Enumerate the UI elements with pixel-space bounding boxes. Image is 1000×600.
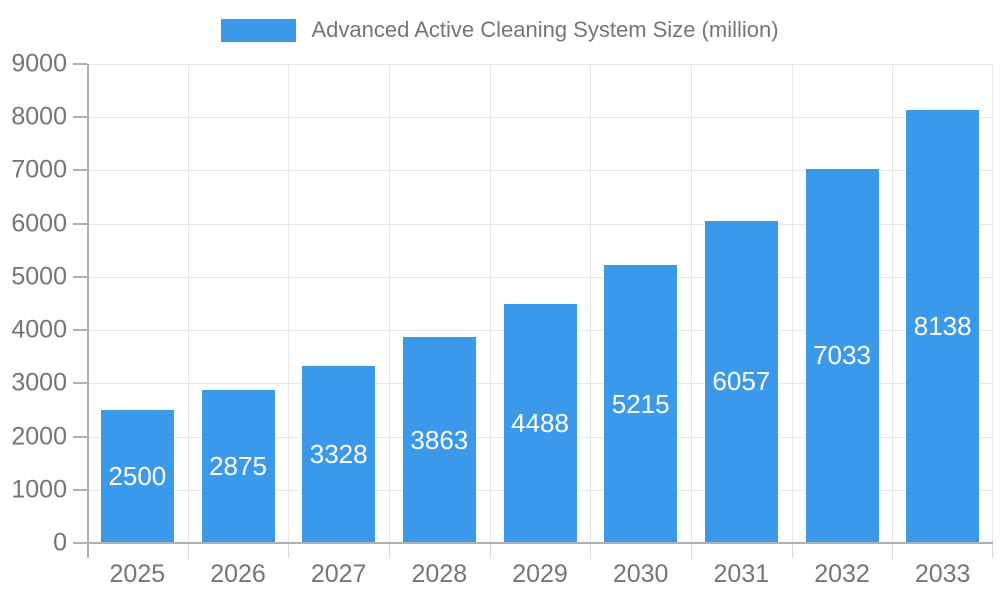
y-gridline bbox=[87, 276, 993, 278]
x-axis-label: 2033 bbox=[914, 560, 971, 588]
bar-value-label: 4488 bbox=[511, 408, 569, 439]
y-gridline bbox=[87, 117, 993, 119]
x-tick bbox=[892, 543, 894, 558]
y-axis-label: 0 bbox=[53, 528, 67, 557]
y-axis-line bbox=[87, 64, 89, 558]
x-tick bbox=[187, 543, 189, 558]
y-tick bbox=[73, 435, 87, 438]
bar-value-label: 5215 bbox=[611, 388, 670, 419]
x-tick bbox=[389, 543, 390, 558]
x-tick bbox=[791, 543, 793, 558]
y-tick bbox=[73, 275, 87, 278]
y-axis-label: 3000 bbox=[11, 368, 67, 397]
x-gridline bbox=[489, 64, 491, 543]
y-axis-label: 4000 bbox=[11, 315, 67, 344]
chart-legend[interactable]: Advanced Active Cleaning System Size (mi… bbox=[0, 14, 1000, 46]
y-axis-label: 5000 bbox=[11, 262, 67, 291]
y-tick bbox=[73, 222, 87, 225]
x-axis-label: 2026 bbox=[210, 560, 266, 588]
y-gridline bbox=[87, 64, 993, 65]
y-tick bbox=[73, 382, 87, 385]
x-axis-line bbox=[87, 542, 993, 544]
x-gridline bbox=[691, 64, 692, 543]
x-axis-label: 2025 bbox=[109, 560, 166, 588]
bar-value-label: 6057 bbox=[712, 366, 771, 397]
bar[interactable]: 2875 bbox=[201, 390, 275, 543]
bar[interactable]: 4488 bbox=[503, 304, 577, 543]
x-gridline bbox=[590, 64, 592, 543]
x-gridline bbox=[992, 64, 993, 543]
bar[interactable]: 6057 bbox=[704, 220, 778, 543]
bar-value-label: 3863 bbox=[410, 424, 469, 455]
x-axis-label: 2031 bbox=[713, 560, 770, 588]
bar[interactable]: 3328 bbox=[302, 365, 376, 543]
x-gridline bbox=[892, 64, 894, 543]
y-gridline bbox=[87, 170, 993, 172]
x-tick bbox=[288, 543, 290, 558]
x-gridline bbox=[791, 64, 793, 543]
y-tick bbox=[73, 542, 87, 544]
x-axis-label: 2029 bbox=[512, 560, 568, 588]
x-axis-label: 2028 bbox=[411, 560, 468, 588]
y-tick bbox=[73, 63, 87, 65]
y-axis-label: 8000 bbox=[11, 102, 67, 131]
x-tick bbox=[590, 543, 592, 558]
y-axis-label: 7000 bbox=[11, 155, 67, 184]
x-gridline bbox=[187, 64, 189, 543]
y-tick bbox=[73, 329, 87, 332]
x-tick bbox=[992, 543, 993, 558]
y-tick bbox=[73, 116, 87, 119]
bar-value-label: 2875 bbox=[209, 451, 267, 481]
bar[interactable]: 2500 bbox=[100, 409, 174, 543]
y-axis-label: 6000 bbox=[11, 209, 67, 238]
x-gridline bbox=[288, 64, 290, 543]
bar[interactable]: 5215 bbox=[604, 265, 678, 543]
x-gridline bbox=[389, 64, 390, 543]
y-axis-label: 9000 bbox=[11, 49, 67, 78]
legend-swatch-icon bbox=[221, 18, 297, 42]
x-axis-label: 2027 bbox=[310, 560, 367, 588]
x-tick bbox=[489, 543, 491, 558]
y-tick bbox=[73, 488, 87, 491]
plot-area: 0 1000 2000 3000 4000 5000 6000 7000 8000 9000 250… bbox=[11, 50, 993, 588]
x-axis-label: 2030 bbox=[612, 560, 669, 588]
bar-value-label: 8138 bbox=[913, 310, 972, 341]
legend-label: Advanced Active Cleaning System Size (mi… bbox=[311, 17, 779, 42]
x-tick bbox=[691, 543, 692, 558]
y-axis-label: 1000 bbox=[11, 475, 67, 504]
bar[interactable]: 8138 bbox=[906, 109, 980, 543]
bar-value-label: 2500 bbox=[108, 460, 167, 491]
x-axis-label: 2032 bbox=[814, 560, 870, 588]
y-gridline bbox=[87, 223, 993, 225]
bar-value-label: 3328 bbox=[309, 438, 368, 469]
bar-value-label: 7033 bbox=[813, 340, 871, 371]
bar[interactable]: 7033 bbox=[805, 168, 879, 543]
bar[interactable]: 3863 bbox=[402, 337, 476, 543]
y-tick bbox=[73, 169, 87, 172]
y-axis-label: 2000 bbox=[11, 422, 67, 451]
